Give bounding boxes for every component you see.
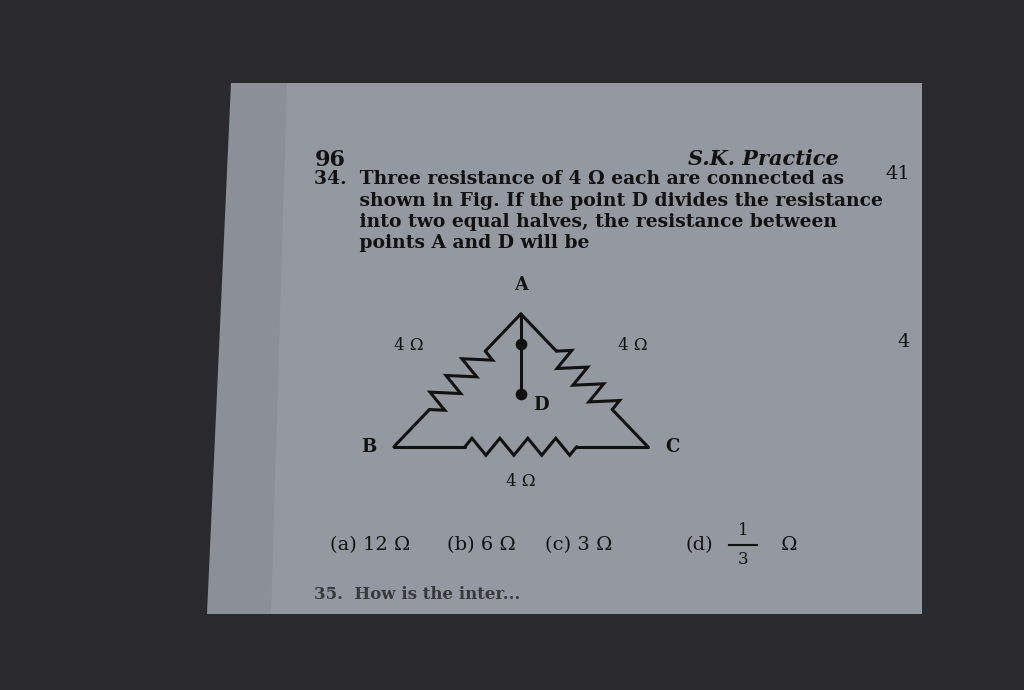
Text: 34.  Three resistance of 4 Ω each are connected as: 34. Three resistance of 4 Ω each are con… bbox=[314, 170, 845, 188]
Text: 4 Ω: 4 Ω bbox=[617, 337, 647, 354]
Text: B: B bbox=[361, 437, 377, 455]
Text: A: A bbox=[514, 276, 527, 294]
Text: 35.  How is the inter...: 35. How is the inter... bbox=[314, 586, 521, 604]
Text: D: D bbox=[534, 396, 549, 414]
Text: (a) 12 Ω: (a) 12 Ω bbox=[330, 536, 411, 554]
Text: S.K. Practice: S.K. Practice bbox=[687, 149, 839, 169]
Text: 4 Ω: 4 Ω bbox=[394, 337, 424, 354]
Text: (b) 6 Ω: (b) 6 Ω bbox=[446, 536, 515, 554]
Text: Ω: Ω bbox=[775, 536, 798, 554]
Text: (d): (d) bbox=[686, 536, 713, 554]
Point bbox=[513, 388, 529, 399]
Text: 96: 96 bbox=[314, 149, 345, 171]
Text: 41: 41 bbox=[885, 165, 909, 183]
Text: C: C bbox=[666, 437, 680, 455]
Text: shown in Fig. If the point D divides the resistance: shown in Fig. If the point D divides the… bbox=[314, 192, 884, 210]
Text: (c) 3 Ω: (c) 3 Ω bbox=[545, 536, 612, 554]
Text: 4: 4 bbox=[897, 333, 909, 351]
Polygon shape bbox=[207, 83, 922, 614]
Text: points A and D will be: points A and D will be bbox=[314, 234, 590, 253]
Polygon shape bbox=[270, 83, 922, 614]
Text: 4 Ω: 4 Ω bbox=[506, 473, 536, 491]
Text: into two equal halves, the resistance between: into two equal halves, the resistance be… bbox=[314, 213, 838, 231]
Text: 3: 3 bbox=[737, 551, 749, 569]
Point bbox=[513, 339, 529, 350]
Text: 1: 1 bbox=[737, 522, 749, 539]
